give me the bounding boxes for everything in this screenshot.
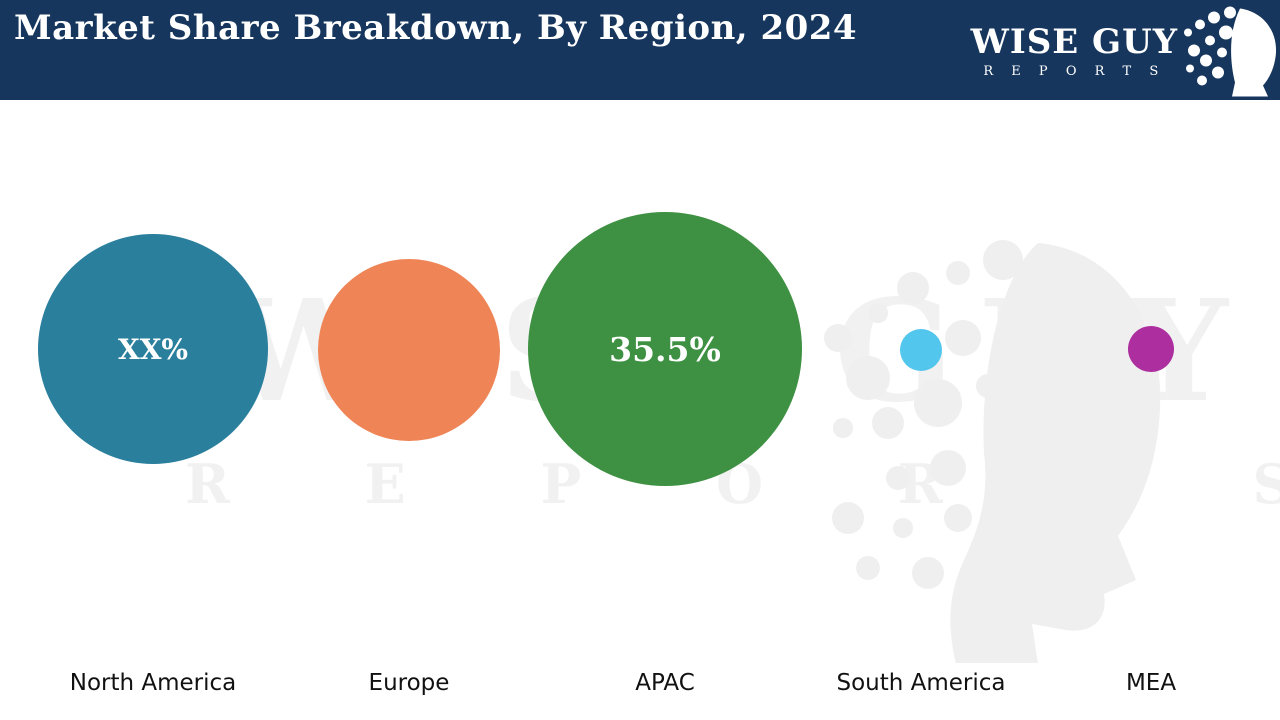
bubble-mea	[1128, 326, 1174, 372]
page-title: Market Share Breakdown, By Region, 2024	[14, 8, 858, 48]
category-label-europe: Europe	[368, 670, 450, 696]
category-label-north-america: North America	[69, 670, 237, 696]
bubble-chart: WISE GUY R E P O R T S XX%35.5% North Am…	[0, 100, 1280, 720]
category-label-south-america: South America	[836, 670, 1006, 696]
header: Market Share Breakdown, By Region, 2024 …	[0, 0, 1280, 100]
bubble-value-label: XX%	[117, 332, 189, 366]
bubble-europe	[318, 259, 500, 441]
wise-guy-logo: WISE GUY R E P O R T S	[971, 2, 1280, 98]
logo-title: WISE GUY	[970, 21, 1178, 62]
bubble-south-america	[900, 329, 942, 371]
bubble-value-label: 35.5%	[609, 329, 721, 369]
category-label-apac: APAC	[635, 670, 695, 696]
logo-subtitle: R E P O R T S	[983, 63, 1166, 79]
bubble-north-america: XX%	[38, 234, 268, 464]
bubble-apac: 35.5%	[528, 212, 802, 486]
category-label-mea: MEA	[1125, 670, 1177, 696]
logo-head-icon	[1184, 6, 1277, 97]
logo-text: WISE GUY R E P O R T S	[971, 22, 1178, 79]
watermark-head-icon	[824, 240, 1161, 663]
